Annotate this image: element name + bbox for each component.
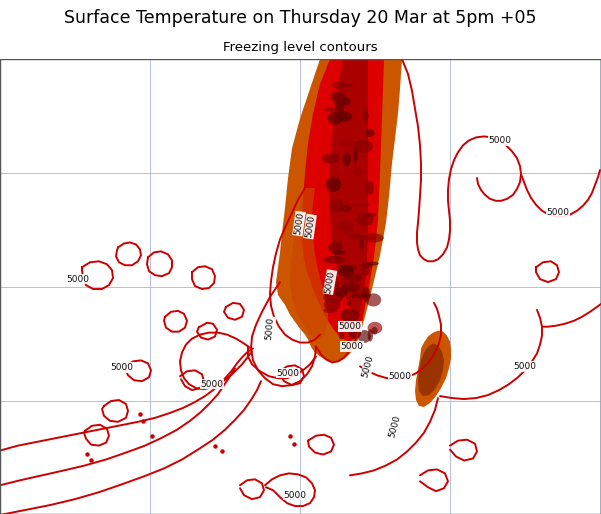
Text: 5000: 5000 [201,380,224,389]
Ellipse shape [344,273,362,283]
Ellipse shape [368,322,382,334]
Ellipse shape [348,327,361,339]
Ellipse shape [330,91,344,101]
Ellipse shape [340,265,357,271]
Ellipse shape [343,323,362,328]
Text: 5000: 5000 [338,322,361,331]
Text: 5000: 5000 [546,208,570,217]
Text: 5000: 5000 [388,372,412,381]
Ellipse shape [341,224,354,235]
Ellipse shape [359,238,364,249]
Text: 5000: 5000 [361,354,375,379]
Ellipse shape [330,199,344,213]
Ellipse shape [341,83,353,87]
Text: 5000: 5000 [341,342,364,351]
Ellipse shape [365,129,374,137]
Text: Surface Temperature on Thursday 20 Mar at 5pm +05: Surface Temperature on Thursday 20 Mar a… [64,9,537,27]
Polygon shape [418,343,444,396]
Ellipse shape [366,181,374,195]
Ellipse shape [340,141,360,146]
Ellipse shape [367,262,379,266]
Ellipse shape [363,109,368,122]
Ellipse shape [341,283,361,293]
Ellipse shape [332,250,346,254]
Text: 5000: 5000 [276,369,299,378]
Ellipse shape [364,233,384,243]
Text: 5000: 5000 [67,274,90,284]
Ellipse shape [346,301,351,306]
Polygon shape [415,331,451,407]
Ellipse shape [323,308,337,313]
Ellipse shape [334,281,339,291]
Ellipse shape [362,287,370,301]
Ellipse shape [353,140,373,153]
Ellipse shape [338,332,344,339]
Ellipse shape [338,265,354,277]
Text: 5000: 5000 [293,212,305,235]
Ellipse shape [349,324,359,331]
Text: 5000: 5000 [111,363,133,372]
Text: Freezing level contours: Freezing level contours [223,41,378,54]
Text: 5000: 5000 [304,214,316,238]
Ellipse shape [357,213,373,226]
Ellipse shape [359,267,370,276]
Ellipse shape [324,298,340,311]
Ellipse shape [325,107,338,112]
Ellipse shape [335,286,347,298]
Polygon shape [290,188,328,340]
Text: 5000: 5000 [388,414,402,438]
Text: 5000: 5000 [489,136,511,145]
Ellipse shape [332,82,345,89]
Ellipse shape [340,309,360,322]
Text: 5000: 5000 [513,362,537,371]
Text: 5000: 5000 [264,317,275,340]
Ellipse shape [336,98,350,102]
Ellipse shape [358,330,371,343]
Ellipse shape [326,177,341,192]
Ellipse shape [334,94,347,107]
Ellipse shape [337,241,343,249]
Polygon shape [302,59,384,342]
Text: 5000: 5000 [284,491,307,500]
Ellipse shape [365,293,381,306]
Polygon shape [329,59,368,315]
Ellipse shape [343,152,351,167]
Ellipse shape [336,100,344,115]
Ellipse shape [349,234,365,238]
Ellipse shape [353,167,363,177]
Ellipse shape [371,327,377,335]
Ellipse shape [323,256,345,264]
Ellipse shape [337,112,352,122]
Ellipse shape [328,112,343,124]
Ellipse shape [328,242,342,253]
Ellipse shape [343,97,350,106]
Ellipse shape [329,276,346,286]
Ellipse shape [353,148,358,163]
Text: 5000: 5000 [323,270,337,294]
Ellipse shape [323,291,344,303]
Ellipse shape [350,293,371,298]
Ellipse shape [351,203,370,206]
Ellipse shape [368,329,373,342]
Ellipse shape [361,262,372,268]
Polygon shape [276,59,402,362]
Ellipse shape [336,219,354,231]
Ellipse shape [322,154,340,163]
Ellipse shape [340,205,352,212]
Ellipse shape [365,212,376,217]
